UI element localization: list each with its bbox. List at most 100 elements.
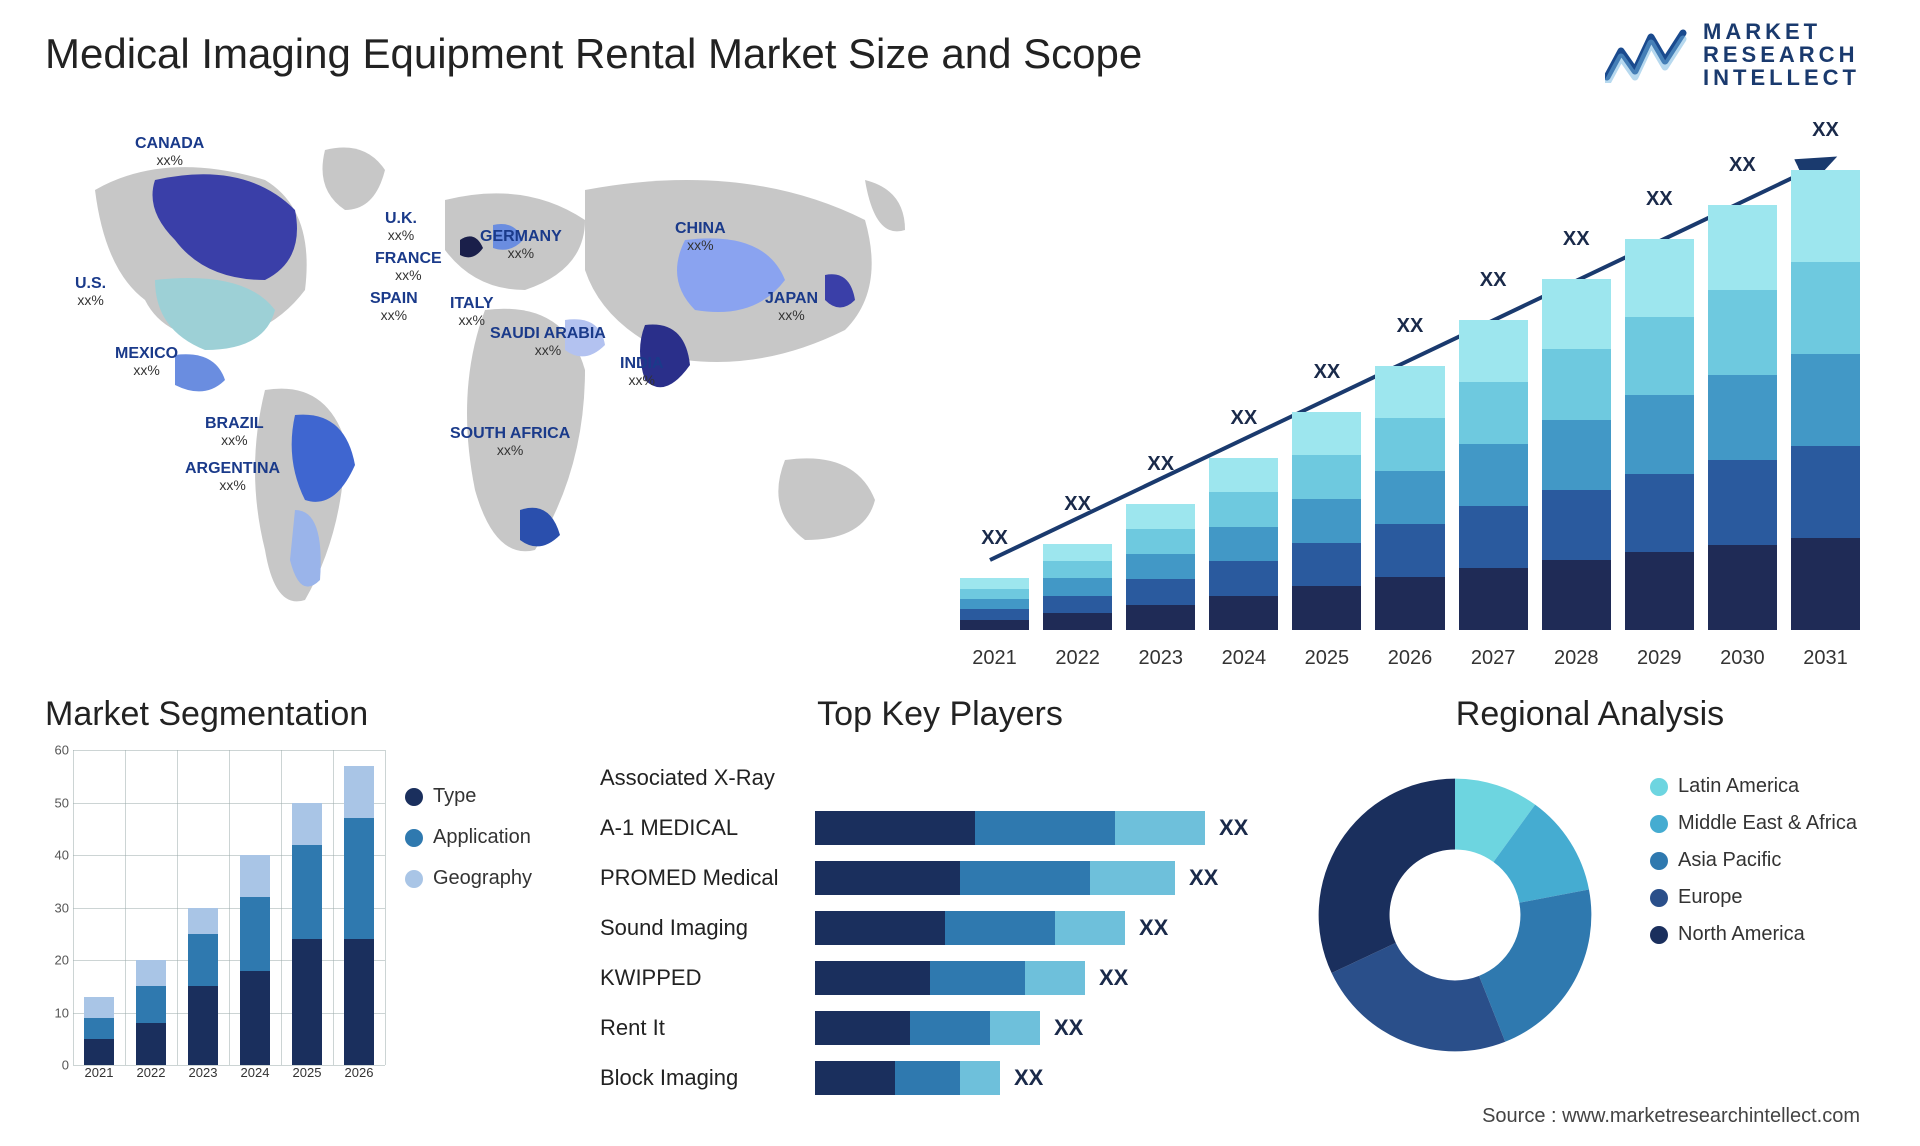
map-label-brazil: BRAZILxx% <box>205 415 264 448</box>
map-label-mexico: MEXICOxx% <box>115 345 178 378</box>
segmentation-legend: Type Application Geography <box>405 785 532 908</box>
map-label-japan: JAPANxx% <box>765 290 818 323</box>
player-row: PROMED MedicalXX <box>600 855 1280 901</box>
growth-chart: XXXXXXXXXXXXXXXXXXXXXX 20212022202320242… <box>960 140 1860 670</box>
map-label-canada: CANADAxx% <box>135 135 204 168</box>
players-title: Top Key Players <box>600 695 1280 734</box>
regional-legend-item: Latin America <box>1650 775 1857 798</box>
seg-bar-2025 <box>292 803 322 1066</box>
map-label-uk: U.K.xx% <box>385 210 417 243</box>
map-region-mexico <box>175 354 225 391</box>
segmentation-chart: 0102030405060 202120222023202420252026 <box>45 750 385 1090</box>
world-map-icon <box>45 130 925 670</box>
seg-year-label: 2025 <box>293 1065 322 1090</box>
seg-year-label: 2023 <box>189 1065 218 1090</box>
player-value: XX <box>1054 1015 1083 1041</box>
brand-logo: MARKET RESEARCH INTELLECT <box>1605 20 1860 89</box>
player-row: A-1 MEDICAL XX <box>600 805 1280 851</box>
seg-bar-2024 <box>240 855 270 1065</box>
player-name: A-1 MEDICAL <box>600 815 815 841</box>
player-name: Rent It <box>600 1015 815 1041</box>
player-row: Block Imaging XX <box>600 1055 1280 1101</box>
regional-legend-item: Middle East & Africa <box>1650 812 1857 835</box>
player-row: Rent It XX <box>600 1005 1280 1051</box>
growth-bar-2028: XX <box>1542 279 1611 630</box>
growth-bar-2026: XX <box>1375 366 1444 631</box>
logo-line2: RESEARCH <box>1703 43 1860 66</box>
player-name: Associated X-Ray <box>600 765 815 791</box>
page-title: Medical Imaging Equipment Rental Market … <box>45 30 1142 78</box>
seg-bar-2023 <box>188 908 218 1066</box>
growth-year-label: 2022 <box>1043 647 1112 670</box>
map-label-france: FRANCExx% <box>375 250 442 283</box>
seg-year-label: 2024 <box>241 1065 270 1090</box>
map-label-safrica: SOUTH AFRICAxx% <box>450 425 570 458</box>
growth-bar-2022: XX <box>1043 544 1112 630</box>
regional-donut <box>1290 765 1620 1065</box>
regional-panel: Regional Analysis Latin America Middle Ea… <box>1290 695 1890 1095</box>
growth-year-label: 2029 <box>1625 647 1694 670</box>
source-attribution: Source : www.marketresearchintellect.com <box>1482 1105 1860 1128</box>
player-name: Sound Imaging <box>600 915 815 941</box>
player-value: XX <box>1219 815 1248 841</box>
regional-legend-item: North America <box>1650 923 1857 946</box>
player-name: Block Imaging <box>600 1065 815 1091</box>
logo-line3: INTELLECT <box>1703 66 1860 89</box>
growth-year-label: 2021 <box>960 647 1029 670</box>
seg-year-label: 2022 <box>137 1065 166 1090</box>
player-value: XX <box>1014 1065 1043 1091</box>
player-bar <box>815 1011 1040 1045</box>
map-label-china: CHINAxx% <box>675 220 726 253</box>
growth-year-label: 2024 <box>1209 647 1278 670</box>
seg-year-label: 2026 <box>345 1065 374 1090</box>
growth-bar-2021: XX <box>960 578 1029 630</box>
map-label-argentina: ARGENTINAxx% <box>185 460 280 493</box>
player-row: Associated X-Ray <box>600 755 1280 801</box>
player-value: XX <box>1139 915 1168 941</box>
growth-bar-2029: XX <box>1625 239 1694 630</box>
growth-year-label: 2030 <box>1708 647 1777 670</box>
regional-title: Regional Analysis <box>1290 695 1890 734</box>
player-bar <box>815 961 1085 995</box>
map-label-spain: SPAINxx% <box>370 290 418 323</box>
growth-bar-2027: XX <box>1459 320 1528 631</box>
growth-bar-2031: XX <box>1791 170 1860 630</box>
player-bar <box>815 861 1175 895</box>
map-label-india: INDIAxx% <box>620 355 664 388</box>
growth-year-label: 2025 <box>1292 647 1361 670</box>
growth-bar-2025: XX <box>1292 412 1361 631</box>
logo-line1: MARKET <box>1703 20 1860 43</box>
logo-text: MARKET RESEARCH INTELLECT <box>1703 20 1860 89</box>
seg-legend-application: Application <box>405 826 532 849</box>
growth-year-label: 2031 <box>1791 647 1860 670</box>
player-row: Sound Imaging XX <box>600 905 1280 951</box>
growth-bar-2024: XX <box>1209 458 1278 631</box>
donut-slice-4 <box>1319 779 1455 973</box>
segmentation-title: Market Segmentation <box>45 695 585 734</box>
players-panel: Top Key Players Associated X-Ray A-1 MEDI… <box>600 695 1280 1095</box>
seg-bar-2026 <box>344 766 374 1065</box>
player-row: KWIPPED XX <box>600 955 1280 1001</box>
seg-bar-2022 <box>136 960 166 1065</box>
growth-year-label: 2027 <box>1459 647 1528 670</box>
growth-year-label: 2026 <box>1375 647 1444 670</box>
growth-year-label: 2028 <box>1542 647 1611 670</box>
regional-legend: Latin America Middle East & Africa Asia Pa… <box>1650 775 1857 960</box>
seg-legend-geography: Geography <box>405 867 532 890</box>
seg-legend-type: Type <box>405 785 532 808</box>
player-bar <box>815 1061 1000 1095</box>
world-map-panel: CANADAxx% U.S.xx% MEXICOxx% BRAZILxx% ARGENT… <box>45 130 925 670</box>
map-region-brazil <box>292 415 355 502</box>
segmentation-panel: Market Segmentation 0102030405060 202120… <box>45 695 585 1095</box>
map-label-us: U.S.xx% <box>75 275 106 308</box>
seg-year-label: 2021 <box>85 1065 114 1090</box>
player-value: XX <box>1189 865 1218 891</box>
player-value: XX <box>1099 965 1128 991</box>
player-name: KWIPPED <box>600 965 815 991</box>
regional-legend-item: Europe <box>1650 886 1857 909</box>
growth-year-label: 2023 <box>1126 647 1195 670</box>
player-bar <box>815 811 1205 845</box>
regional-legend-item: Asia Pacific <box>1650 849 1857 872</box>
map-label-saudi: SAUDI ARABIAxx% <box>490 325 606 358</box>
seg-bar-2021 <box>84 997 114 1065</box>
